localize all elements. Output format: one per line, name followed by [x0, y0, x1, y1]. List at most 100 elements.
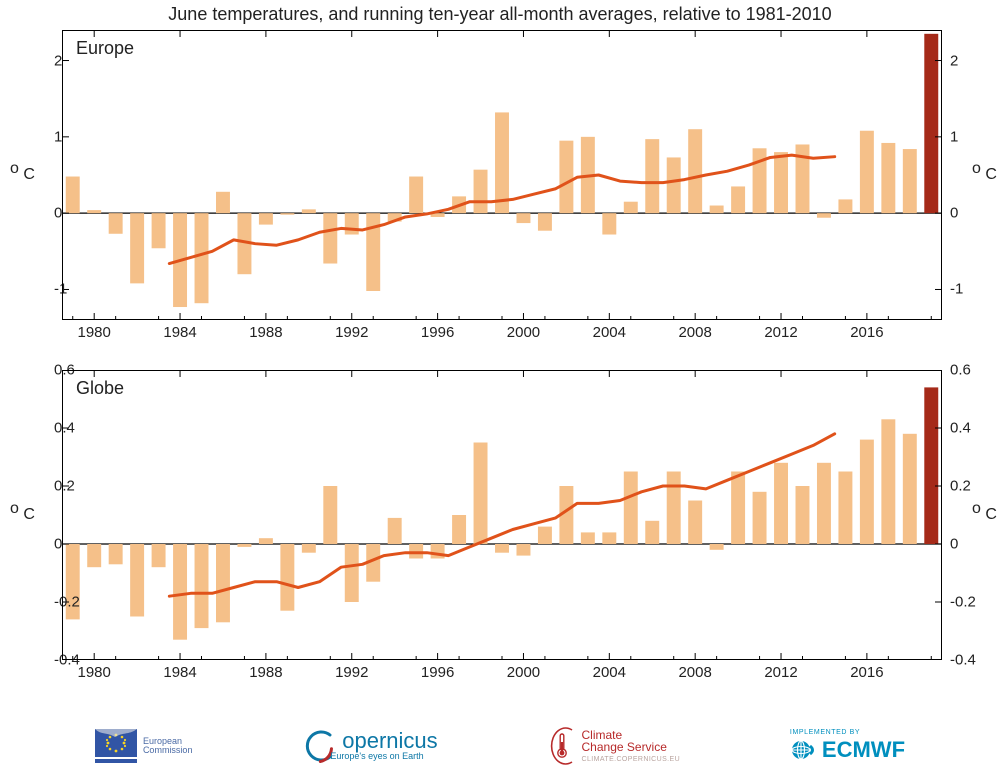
bar	[195, 213, 209, 303]
bar	[280, 213, 294, 215]
bar	[259, 213, 273, 224]
bar	[881, 419, 895, 544]
ccs-text: Climate Change Service CLIMATE.COPERNICU…	[582, 729, 681, 763]
xtick-label: 2000	[507, 664, 540, 681]
bar	[903, 149, 917, 213]
ytick-label-right: 0.2	[950, 478, 971, 495]
logo-ccs: Climate Change Service CLIMATE.COPERNICU…	[548, 726, 681, 766]
bar	[645, 139, 659, 213]
bar	[559, 141, 573, 214]
bar	[452, 515, 466, 544]
bar	[323, 213, 337, 263]
bar	[323, 486, 337, 544]
bar	[602, 532, 616, 544]
thermometer-icon	[548, 726, 576, 766]
ytick-label-right: 0.4	[950, 420, 971, 437]
copernicus-tagline: Europe's eyes on Earth	[330, 751, 437, 761]
bar	[838, 472, 852, 545]
bar	[237, 544, 251, 547]
bar	[474, 443, 488, 545]
bar	[152, 544, 166, 567]
bar	[259, 538, 273, 544]
chart-svg-europe	[62, 30, 942, 320]
bar	[516, 544, 530, 556]
ecmwf-name: ECMWF	[822, 737, 905, 763]
bar	[624, 472, 638, 545]
bar	[688, 129, 702, 213]
xtick-label: 1980	[78, 664, 111, 681]
xtick-label: 1984	[163, 324, 196, 341]
y-unit-right: o C	[972, 506, 997, 524]
bar	[130, 544, 144, 617]
xtick-label: 2004	[593, 324, 626, 341]
bar	[924, 387, 938, 544]
ecmwf-tag: IMPLEMENTED BY	[790, 729, 860, 736]
ytick-label-right: 0	[950, 205, 958, 222]
xtick-label: 1992	[335, 324, 368, 341]
panel-label: Europe	[76, 38, 134, 59]
xtick-label: 1988	[249, 664, 282, 681]
y-unit-left: o C	[10, 166, 35, 184]
bar	[216, 544, 230, 622]
xtick-label: 1996	[421, 664, 454, 681]
xtick-label: 2008	[678, 664, 711, 681]
bar	[753, 492, 767, 544]
bar	[817, 213, 831, 218]
bar	[817, 463, 831, 544]
bar	[774, 152, 788, 213]
bar	[860, 131, 874, 213]
ccs-line2: Change Service	[582, 741, 681, 753]
bar	[109, 544, 123, 564]
bar	[495, 112, 509, 213]
bar	[731, 186, 745, 213]
bar	[667, 472, 681, 545]
bar	[710, 544, 724, 550]
bar	[602, 213, 616, 234]
bar	[581, 532, 595, 544]
bar	[345, 213, 359, 234]
bar	[302, 544, 316, 553]
ytick-label-right: -0.4	[950, 652, 976, 669]
figure-title: June temperatures, and running ten-year …	[0, 4, 1000, 25]
bar	[474, 170, 488, 214]
bar	[538, 213, 552, 231]
bar	[774, 463, 788, 544]
bar	[87, 544, 101, 567]
bar	[109, 213, 123, 234]
bar	[173, 544, 187, 640]
ytick-label-right: 0	[950, 536, 958, 553]
y-unit-right: o C	[972, 166, 997, 184]
bar	[538, 527, 552, 544]
logo-eu-commission: European Commission	[95, 729, 193, 763]
panel-label: Globe	[76, 378, 124, 399]
xtick-label: 1980	[78, 324, 111, 341]
figure-root: June temperatures, and running ten-year …	[0, 0, 1000, 784]
footer-logos: European Commission Copernicus Europe's …	[0, 716, 1000, 776]
bar	[388, 518, 402, 544]
xtick-label: 2000	[507, 324, 540, 341]
xtick-label: 1984	[163, 664, 196, 681]
ytick-label-right: 1	[950, 128, 958, 145]
xtick-label: 2012	[764, 664, 797, 681]
copernicus-text: Copernicus Europe's eyes on Earth	[342, 731, 437, 761]
bar	[152, 213, 166, 248]
ytick-label-right: -1	[950, 281, 963, 298]
bar	[87, 210, 101, 213]
bar	[66, 177, 80, 214]
panel-europe: -1-1001122198019841988199219962000200420…	[62, 30, 942, 320]
bar	[860, 440, 874, 544]
bar	[688, 501, 702, 545]
xtick-label: 2004	[593, 664, 626, 681]
bar	[431, 544, 445, 559]
bar	[280, 544, 294, 611]
bar	[130, 213, 144, 283]
xtick-label: 1996	[421, 324, 454, 341]
eu-text: European Commission	[143, 737, 193, 756]
y-unit-left: o C	[10, 506, 35, 524]
copernicus-name: opernicus	[342, 728, 437, 753]
bar	[216, 192, 230, 213]
eu-text-line2: Commission	[143, 746, 193, 755]
bar	[624, 202, 638, 213]
bar	[302, 209, 316, 213]
xtick-label: 1992	[335, 664, 368, 681]
